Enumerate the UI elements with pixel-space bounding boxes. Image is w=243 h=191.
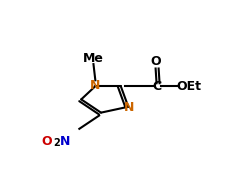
Text: O: O [150,55,161,68]
Text: OEt: OEt [176,80,201,93]
Text: 2: 2 [53,138,60,148]
Text: O: O [41,135,52,148]
Text: Me: Me [83,52,104,65]
Text: C: C [152,80,161,93]
Text: N: N [124,101,134,114]
Text: N: N [90,79,101,92]
Text: N: N [60,135,70,148]
